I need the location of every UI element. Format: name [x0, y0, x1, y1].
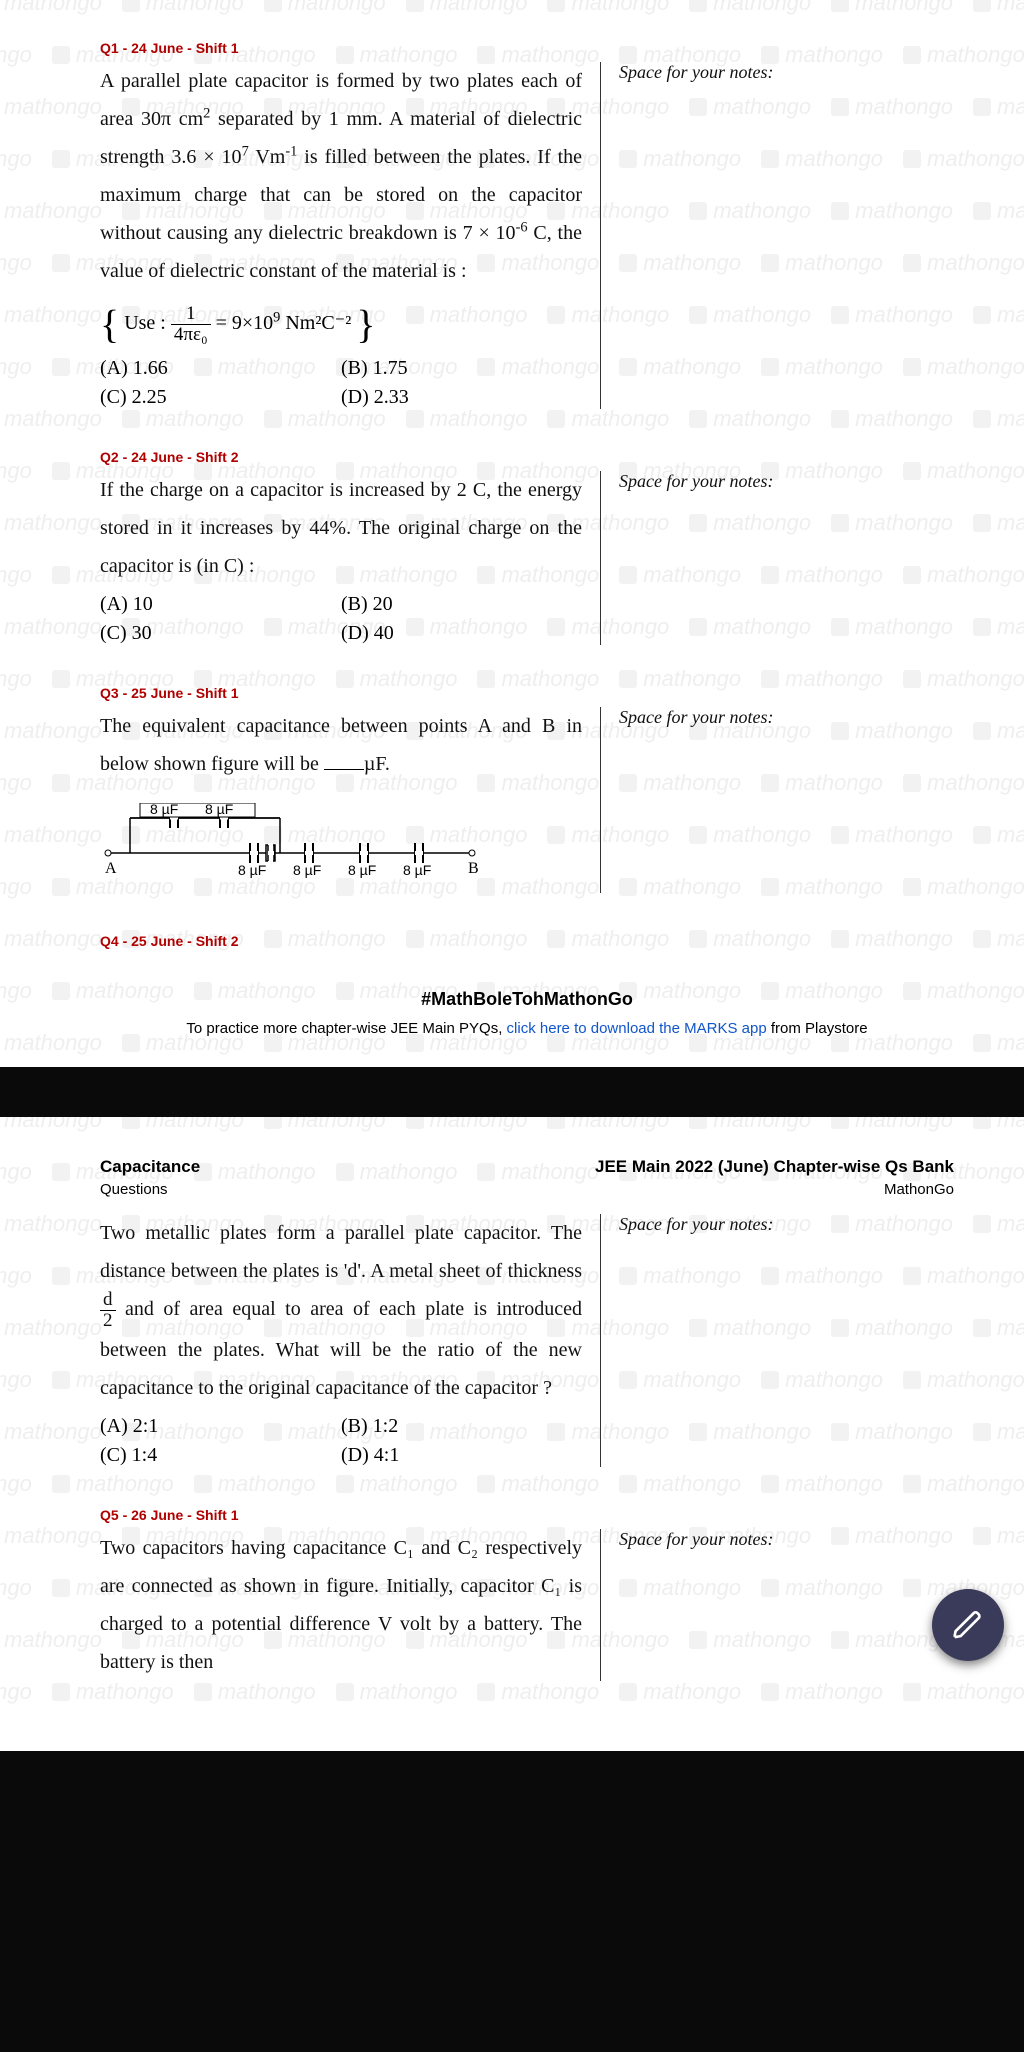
- bank-title: JEE Main 2022 (June) Chapter-wise Qs Ban…: [595, 1157, 954, 1177]
- q5-header: Q5 - 26 June - Shift 1: [100, 1507, 954, 1523]
- q1-options: (A) 1.66 (B) 1.75 (C) 2.25 (D) 2.33: [100, 357, 582, 409]
- q1-t7: -6: [516, 219, 528, 235]
- q3-post: µF.: [364, 753, 390, 775]
- q2-header: Q2 - 24 June - Shift 2: [100, 449, 954, 465]
- question-q4-body: Two metallic plates form a parallel plat…: [100, 1214, 954, 1467]
- footer-hash: #MathBoleTohMathonGo: [100, 989, 954, 1010]
- svg-text:8 µF: 8 µF: [403, 862, 431, 878]
- sub-right: MathonGo: [884, 1181, 954, 1198]
- page-2: mathongomathongomathongomathongomathongo…: [0, 1117, 1024, 1751]
- q4-frac-n: d: [100, 1290, 116, 1311]
- q1-opt-c[interactable]: (C) 2.25: [100, 386, 341, 409]
- page-gap: [0, 1067, 1024, 1117]
- question-q4-header-only: Q4 - 25 June - Shift 2: [100, 933, 954, 949]
- question-q2: Q2 - 24 June - Shift 2 If the charge on …: [100, 449, 954, 645]
- page2-header-row: Capacitance JEE Main 2022 (June) Chapter…: [100, 1157, 954, 1177]
- q1-t3: 7: [242, 143, 249, 159]
- q4-opt-c[interactable]: (C) 1:4: [100, 1444, 341, 1467]
- q4-text: Two metallic plates form a parallel plat…: [100, 1214, 582, 1407]
- q2-opt-b[interactable]: (B) 20: [341, 593, 582, 616]
- q2-opt-d[interactable]: (D) 40: [341, 622, 582, 645]
- q2-notes-label: Space for your notes:: [619, 471, 954, 492]
- q4-pre: Two metallic plates form a parallel plat…: [100, 1222, 582, 1282]
- q3-text: The equivalent capacitance between point…: [100, 707, 582, 783]
- practice-link[interactable]: click here to download the MARKS app: [507, 1020, 767, 1037]
- svg-text:A: A: [105, 860, 117, 877]
- page2-sub-row: Questions MathonGo: [100, 1181, 954, 1198]
- svg-text:8 µF: 8 µF: [293, 862, 321, 878]
- q1-formula: { Use : 14πε₀ = 9×109 Nm²C⁻² }: [100, 304, 582, 345]
- q1-opt-b[interactable]: (B) 1.75: [341, 357, 582, 380]
- q4-options: (A) 2:1 (B) 1:2 (C) 1:4 (D) 4:1: [100, 1415, 582, 1467]
- q4-opt-d[interactable]: (D) 4:1: [341, 1444, 582, 1467]
- q1-text: A parallel plate capacitor is formed by …: [100, 62, 582, 290]
- q2-opt-c[interactable]: (C) 30: [100, 622, 341, 645]
- q1-formula-label: Use :: [124, 312, 166, 334]
- practice-post: from Playstore: [767, 1020, 868, 1037]
- q3-notes-label: Space for your notes:: [619, 707, 954, 728]
- q3-header: Q3 - 25 June - Shift 1: [100, 685, 954, 701]
- topic-title: Capacitance: [100, 1157, 200, 1177]
- q3-blank: [324, 752, 364, 770]
- q2-text: If the charge on a capacitor is increase…: [100, 471, 582, 585]
- q5-text: Two capacitors having capacitance C₁ and…: [100, 1529, 582, 1681]
- q4-opt-b[interactable]: (B) 1:2: [341, 1415, 582, 1438]
- q1-frac-d: 4πε₀: [171, 325, 211, 345]
- q2-opt-a[interactable]: (A) 10: [100, 593, 341, 616]
- svg-text:B: B: [468, 860, 479, 877]
- q1-opt-a[interactable]: (A) 1.66: [100, 357, 341, 380]
- question-q3: Q3 - 25 June - Shift 1 The equivalent ca…: [100, 685, 954, 893]
- q4-opt-a[interactable]: (A) 2:1: [100, 1415, 341, 1438]
- question-q1: Q1 - 24 June - Shift 1 A parallel plate …: [100, 40, 954, 409]
- pencil-icon: [952, 1609, 984, 1641]
- q1-eq: = 9×10: [216, 312, 274, 334]
- svg-text:8 µF: 8 µF: [348, 862, 376, 878]
- q1-opt-d[interactable]: (D) 2.33: [341, 386, 582, 409]
- question-q5: Q5 - 26 June - Shift 1 Two capacitors ha…: [100, 1507, 954, 1681]
- q1-t4: Vm: [249, 146, 286, 168]
- q1-units: Nm²C⁻²: [280, 312, 351, 334]
- sub-left: Questions: [100, 1181, 168, 1198]
- q2-options: (A) 10 (B) 20 (C) 30 (D) 40: [100, 593, 582, 645]
- q4-header: Q4 - 25 June - Shift 2: [100, 933, 954, 949]
- q4-post: and of area equal to area of each plate …: [100, 1298, 582, 1399]
- q1-t5: -1: [285, 143, 297, 159]
- svg-text:8 µF: 8 µF: [205, 803, 233, 817]
- q1-frac-n: 1: [171, 304, 211, 325]
- q4-frac-d: 2: [100, 1311, 116, 1331]
- svg-text:8 µF: 8 µF: [150, 803, 178, 817]
- svg-text:8 µF: 8 µF: [238, 862, 266, 878]
- q3-circuit: A B: [100, 803, 480, 883]
- q1-header: Q1 - 24 June - Shift 1: [100, 40, 954, 56]
- page-1: mathongomathongomathongomathongomathongo…: [0, 0, 1024, 1067]
- q1-notes-label: Space for your notes:: [619, 62, 954, 83]
- q5-notes-label: Space for your notes:: [619, 1529, 954, 1550]
- footer-practice: To practice more chapter-wise JEE Main P…: [100, 1020, 954, 1037]
- practice-pre: To practice more chapter-wise JEE Main P…: [186, 1020, 506, 1037]
- q4-notes-label: Space for your notes:: [619, 1214, 954, 1235]
